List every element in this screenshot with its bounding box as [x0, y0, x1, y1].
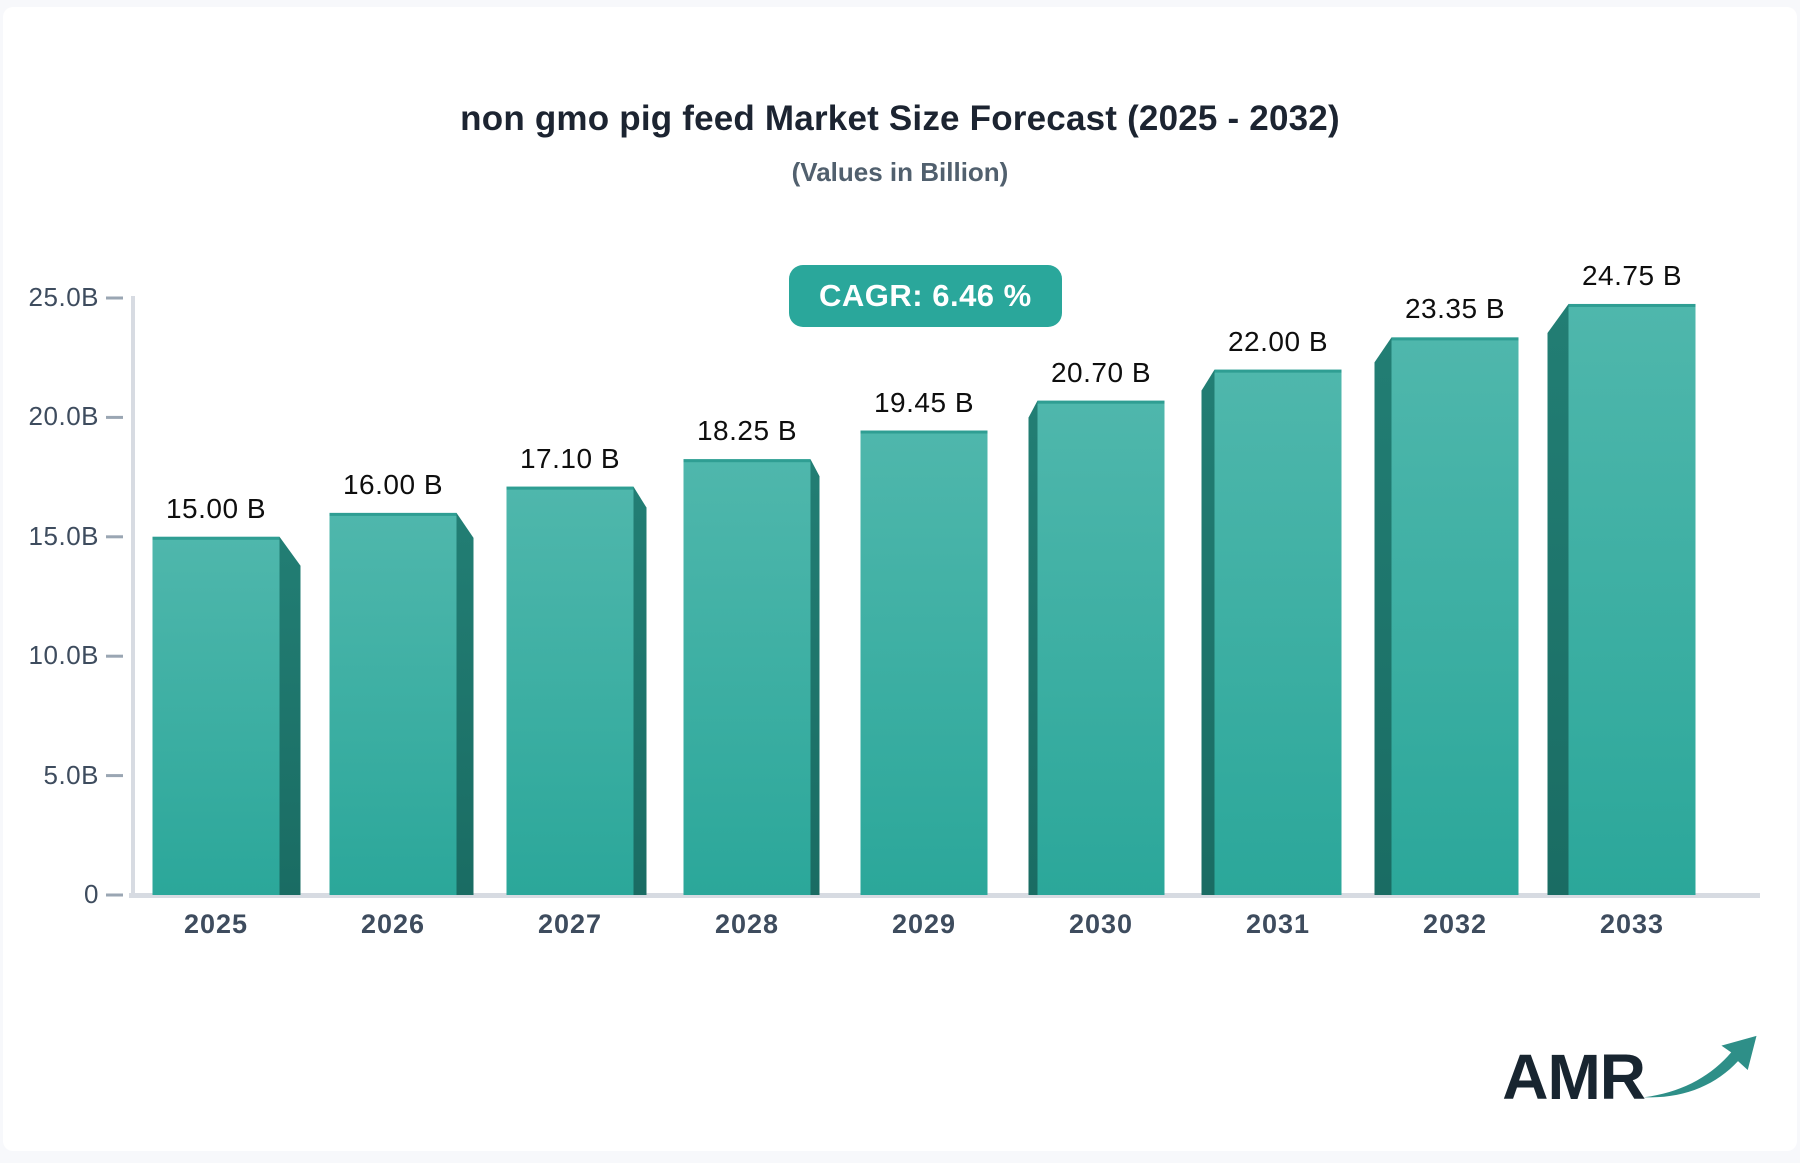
bar-top-edge: [860, 430, 988, 434]
bar-value-label: 17.10 B: [519, 442, 621, 474]
x-axis-line: [129, 893, 1760, 898]
y-axis-tick-mark: [106, 415, 123, 419]
bar-2030[interactable]: [1028, 400, 1165, 895]
bar-side-face: [279, 536, 301, 895]
bar-front-face: [860, 430, 988, 895]
y-axis-tick-label: 25.0B: [28, 282, 99, 312]
bar-top-edge: [683, 459, 811, 463]
bar-front-face: [152, 536, 280, 895]
bar-front-face: [1214, 369, 1342, 895]
y-axis-tick-label: 0: [84, 879, 99, 909]
cagr-badge: CAGR: 6.46 %: [789, 265, 1062, 327]
bar-side-face: [1028, 400, 1038, 895]
y-axis-tick-mark: [106, 774, 123, 778]
bar-front-face: [1391, 337, 1519, 896]
bar-side-face: [633, 486, 647, 895]
y-axis-tick-mark: [106, 296, 123, 300]
bar-side-face: [1201, 369, 1215, 895]
bar-front-face: [506, 486, 634, 895]
bar-side-face: [810, 459, 820, 895]
y-axis-tick-label: 5.0B: [43, 759, 99, 790]
bar-value-label: 19.45 B: [873, 386, 975, 418]
bar-value-label: 15.00 B: [165, 492, 267, 524]
x-axis-label: 2030: [1068, 909, 1134, 939]
bar-top-edge: [1037, 400, 1165, 404]
bar-2027[interactable]: [506, 486, 647, 895]
bar-2026[interactable]: [329, 512, 474, 895]
x-axis-label: 2029: [891, 909, 957, 939]
bar-front-face: [683, 459, 811, 895]
bar-value-label: 20.70 B: [1050, 356, 1152, 388]
bar-top-edge: [1568, 303, 1696, 307]
amr-logo-text: AMR: [1502, 1041, 1646, 1113]
bar-2033[interactable]: [1547, 303, 1696, 896]
y-axis-tick-mark: [106, 654, 123, 658]
x-axis-label: 2032: [1422, 909, 1488, 939]
bar-value-label: 22.00 B: [1227, 325, 1329, 357]
bar-chart-plot: [106, 296, 1760, 898]
bar-top-edge: [1391, 337, 1519, 341]
amr-logo: AMR: [1502, 1031, 1767, 1109]
x-axis-label: 2025: [183, 909, 249, 939]
y-axis-tick-label: 10.0B: [28, 640, 99, 671]
bar-front-face: [1568, 303, 1696, 896]
bar-2028[interactable]: [683, 459, 820, 895]
bar-side-face: [1547, 303, 1569, 896]
x-axis-label: 2026: [360, 909, 426, 939]
chart-subtitle: (Values in Billion): [791, 157, 1009, 187]
y-axis-tick-label: 15.0B: [28, 520, 99, 551]
bar-2029[interactable]: [860, 430, 988, 895]
y-axis-line: [131, 296, 135, 895]
growth-arrow-icon: [1643, 1035, 1757, 1098]
bar-2031[interactable]: [1201, 369, 1342, 895]
bar-value-label: 18.25 B: [696, 415, 798, 447]
bar-top-edge: [506, 486, 634, 490]
bar-side-face: [1374, 337, 1392, 896]
x-axis-label: 2033: [1599, 909, 1665, 939]
bar-side-face: [456, 512, 474, 895]
y-axis-tick-mark: [106, 535, 123, 539]
x-axis-label: 2028: [714, 909, 780, 939]
chart-title: non gmo pig feed Market Size Forecast (2…: [460, 99, 1340, 138]
bar-value-label: 16.00 B: [342, 468, 444, 500]
x-axis-label: 2027: [537, 909, 603, 939]
y-axis-tick-label: 20.0B: [28, 401, 99, 432]
chart-card: non gmo pig feed Market Size Forecast (2…: [3, 7, 1797, 1151]
bar-2032[interactable]: [1374, 337, 1519, 896]
x-axis-label: 2031: [1245, 909, 1311, 939]
bar-value-label: 23.35 B: [1404, 293, 1506, 325]
bar-front-face: [329, 512, 457, 895]
bar-top-edge: [152, 536, 280, 540]
y-axis-tick-mark: [106, 893, 123, 897]
bar-2025[interactable]: [152, 536, 301, 895]
bar-top-edge: [329, 512, 457, 516]
bar-front-face: [1037, 400, 1165, 895]
bar-top-edge: [1214, 369, 1342, 373]
bar-value-label: 24.75 B: [1581, 259, 1683, 291]
